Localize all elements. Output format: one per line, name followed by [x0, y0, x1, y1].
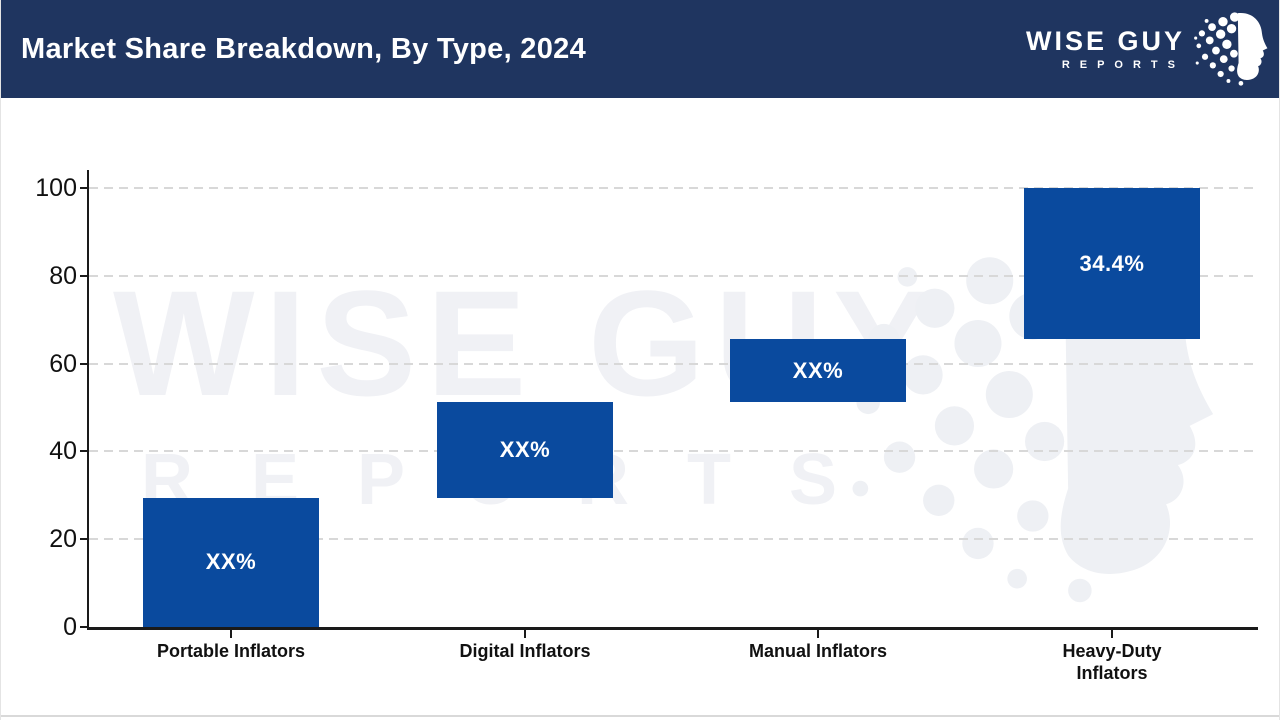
gridline — [89, 362, 1256, 365]
x-axis-tick — [817, 630, 819, 638]
header-bar: Market Share Breakdown, By Type, 2024 WI… — [1, 0, 1279, 98]
y-tick-label: 80 — [49, 261, 77, 290]
bar: XX% — [143, 497, 319, 627]
x-tick-label: Heavy-Duty Inflators — [1062, 641, 1162, 683]
logo-text: WISE GUY REPORTS — [1026, 27, 1185, 71]
y-tick-label: 0 — [63, 613, 77, 641]
y-axis-tick — [80, 450, 88, 453]
x-axis-tick — [230, 630, 232, 638]
gridline — [89, 187, 1256, 189]
x-axis-line — [87, 627, 1258, 630]
x-tick-label: Digital Inflators — [459, 641, 591, 661]
y-axis-tick — [80, 362, 88, 365]
gridline — [89, 538, 1256, 541]
bar: XX% — [730, 339, 906, 403]
x-tick-label: Manual Inflators — [748, 641, 887, 661]
y-tick-label: 20 — [49, 525, 77, 554]
y-tick-label: 60 — [49, 349, 77, 378]
x-axis-tick — [524, 630, 526, 638]
bar: XX% — [437, 402, 613, 498]
y-axis-line — [87, 170, 89, 629]
y-axis-tick — [80, 626, 88, 628]
gridline — [89, 274, 1256, 277]
bar-value-label: XX% — [499, 437, 551, 463]
logo-wordmark: WISE GUY — [1025, 26, 1185, 56]
y-axis-tick — [80, 187, 88, 189]
bar: 34.4% — [1024, 188, 1200, 340]
wiseguy-logo: WISE GUY REPORTS — [1026, 7, 1269, 91]
gridline — [89, 450, 1256, 453]
bottom-divider — [1, 715, 1279, 717]
x-axis-tick — [1111, 630, 1113, 638]
wiseguy-face-icon — [1194, 12, 1268, 86]
bar-value-label: XX% — [792, 357, 844, 383]
y-tick-label: 40 — [49, 437, 77, 466]
chart-title: Market Share Breakdown, By Type, 2024 — [21, 32, 587, 65]
bar-value-label: 34.4% — [1079, 250, 1145, 276]
y-axis-tick — [80, 274, 88, 277]
x-tick-label: Portable Inflators — [156, 641, 306, 661]
bar-value-label: XX% — [205, 549, 257, 575]
y-axis-tick — [80, 538, 88, 541]
logo-subtext: REPORTS — [1061, 59, 1185, 71]
y-tick-label: 100 — [35, 174, 77, 202]
